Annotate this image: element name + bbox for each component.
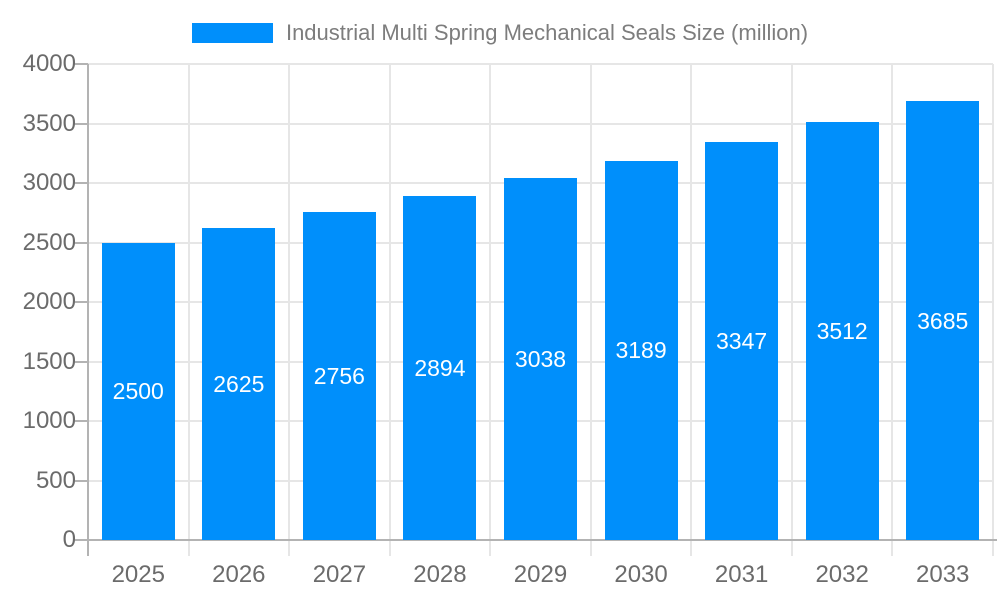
bar-2033[interactable]: 3685 (906, 101, 980, 540)
bar-value-label: 3347 (716, 327, 768, 354)
x-axis-tick-label: 2030 (614, 561, 668, 588)
y-tick-mark (75, 301, 88, 303)
bar-value-label: 3189 (615, 337, 667, 364)
y-tick-mark (75, 63, 88, 65)
x-gridline (992, 64, 994, 540)
bar-value-label: 2500 (112, 378, 164, 405)
y-axis-tick-label: 4000 (22, 50, 76, 77)
y-tick-mark (75, 241, 88, 244)
bar-2030[interactable]: 3189 (604, 160, 678, 540)
x-gridline (187, 64, 190, 540)
x-gridline (891, 64, 894, 540)
x-tick-mark (690, 540, 693, 556)
x-tick-mark (288, 540, 291, 556)
y-axis-tick-label: 0 (62, 526, 76, 553)
x-axis-tick-label: 2029 (513, 561, 568, 588)
x-tick-mark (187, 540, 190, 556)
bar-value-label: 3685 (917, 307, 969, 334)
x-axis-tick-label: 2028 (413, 561, 467, 588)
bar-2026[interactable]: 2625 (202, 227, 276, 540)
x-gridline (790, 64, 793, 540)
bar-value-label: 2756 (313, 363, 365, 389)
bar-2025[interactable]: 2500 (101, 242, 175, 540)
legend-item[interactable]: Industrial Multi Spring Mechanical Seals… (0, 12, 1000, 54)
x-tick-mark (891, 540, 894, 556)
x-axis-tick-label: 2033 (916, 561, 970, 588)
bar-2027[interactable]: 2756 (302, 212, 376, 540)
x-tick-mark (790, 540, 793, 556)
x-axis-tick-label: 2032 (815, 561, 869, 588)
y-tick-mark (75, 122, 88, 125)
y-axis-line (87, 64, 89, 540)
y-tick-mark (75, 539, 88, 541)
y-axis-tick-label: 1000 (22, 407, 76, 434)
x-tick-mark (388, 540, 391, 556)
bar-2028[interactable]: 2894 (403, 195, 477, 540)
bar-2031[interactable]: 3347 (705, 141, 779, 540)
legend-swatch (191, 23, 273, 43)
y-axis-tick-label: 500 (35, 466, 76, 494)
x-gridline (288, 64, 291, 540)
x-axis-tick-label: 2027 (312, 561, 367, 588)
y-tick-mark (75, 479, 88, 482)
y-axis-tick-label: 2000 (22, 288, 76, 315)
y-axis-tick-label: 1500 (22, 347, 76, 375)
bar-value-label: 2625 (213, 370, 265, 397)
y-axis-tick-label: 3000 (22, 169, 76, 196)
x-axis-tick-label: 2031 (714, 561, 769, 588)
y-axis-tick-label: 2500 (22, 228, 76, 256)
x-gridline (489, 64, 492, 540)
bar-2032[interactable]: 3512 (805, 122, 879, 540)
bar-2029[interactable]: 3038 (504, 178, 577, 540)
x-axis-tick-label: 2025 (111, 561, 165, 588)
x-tick-mark (489, 540, 492, 556)
x-gridline (589, 64, 592, 540)
y-axis-tick-label: 3500 (22, 109, 76, 137)
bar-value-label: 2894 (414, 354, 466, 381)
x-gridline (690, 64, 693, 540)
y-tick-mark (75, 360, 88, 363)
y-gridline (88, 63, 993, 65)
x-tick-mark (992, 540, 994, 556)
x-gridline (388, 64, 391, 540)
x-axis-tick-label: 2026 (212, 561, 266, 588)
legend-label: Industrial Multi Spring Mechanical Seals… (285, 20, 809, 45)
y-tick-mark (75, 420, 88, 422)
bar-value-label: 3512 (816, 318, 868, 345)
x-tick-mark (589, 540, 592, 556)
y-tick-mark (75, 182, 88, 184)
bar-value-label: 3038 (514, 346, 567, 373)
x-tick-mark (87, 540, 89, 556)
